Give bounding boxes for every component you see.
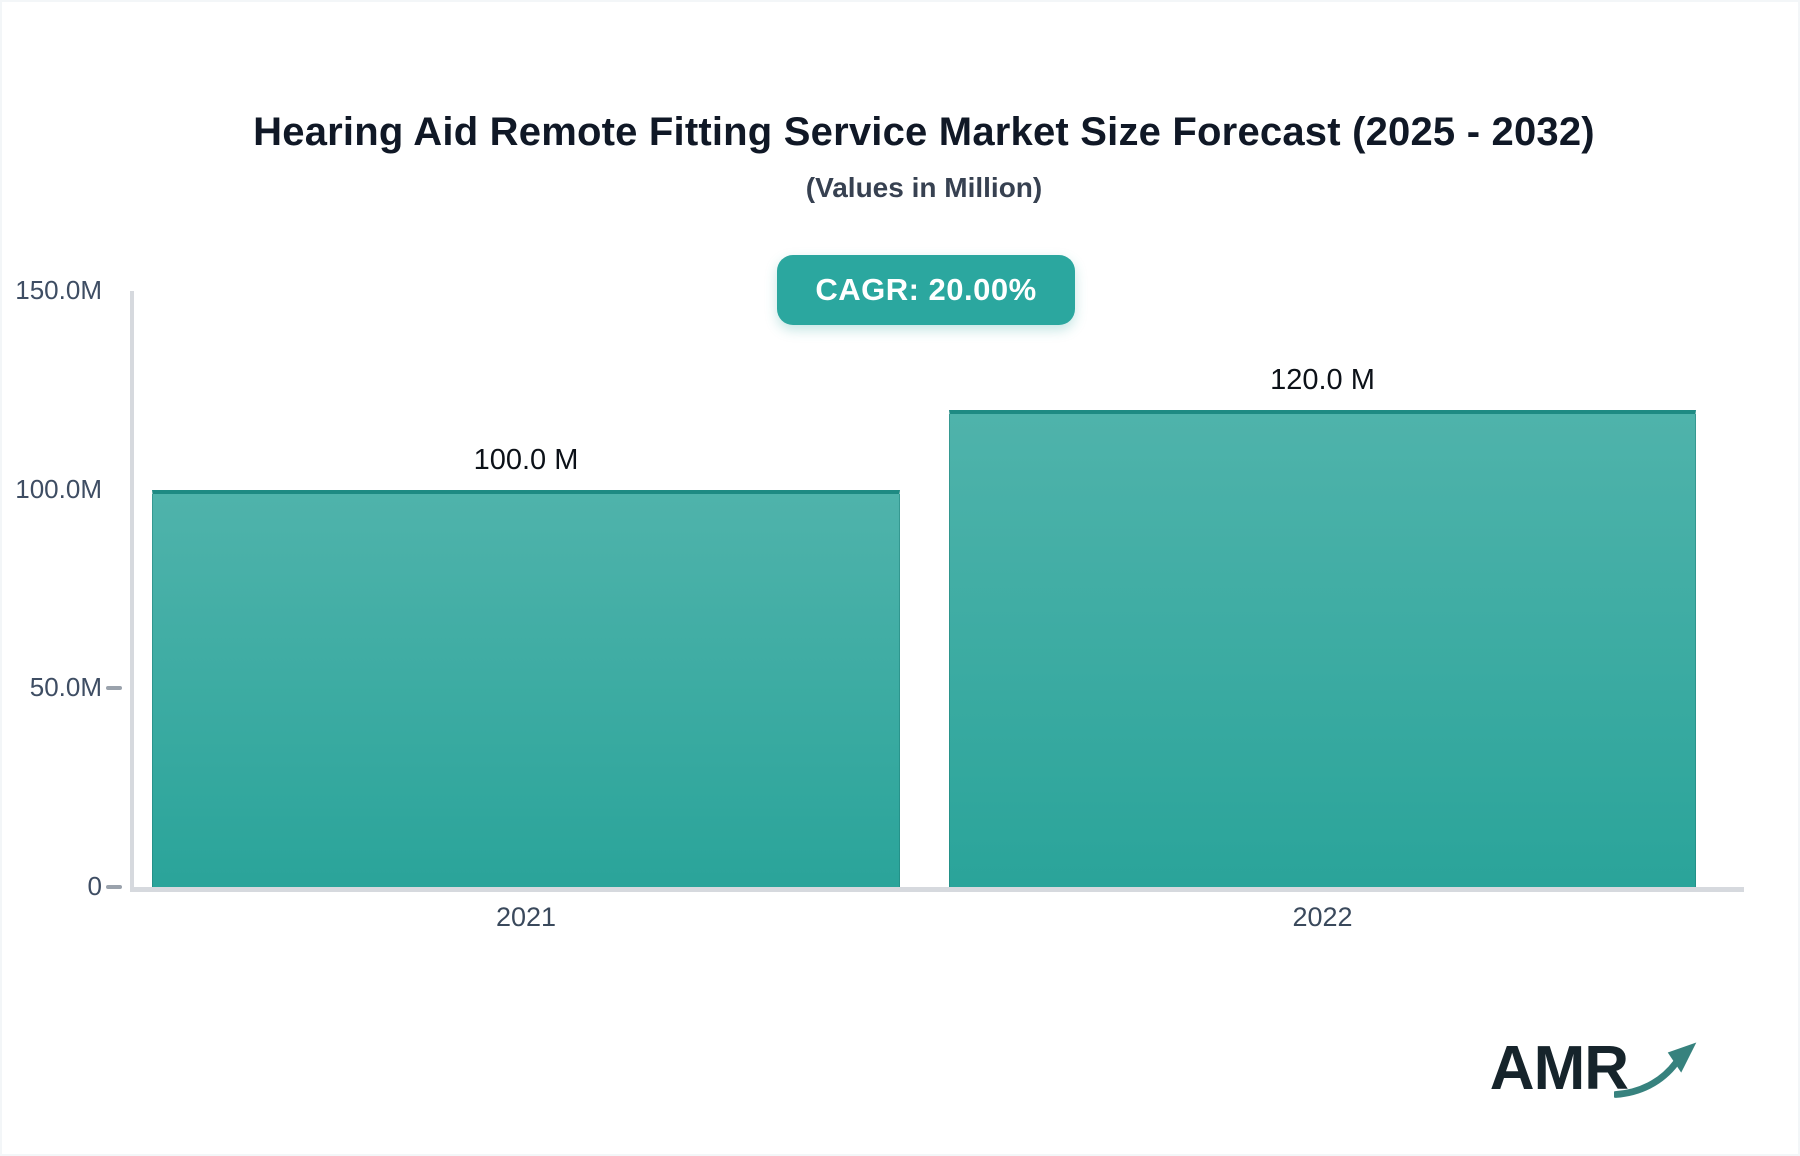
bar-value-label-2022: 120.0 M (1270, 364, 1375, 397)
y-axis-line (130, 291, 134, 888)
y-tick-label-100.0M: 100.0M (15, 473, 102, 504)
x-axis-line (130, 887, 1744, 892)
x-axis-label-2021: 2021 (495, 902, 557, 932)
y-tick-mark (106, 885, 122, 889)
y-tick-label-50.0M: 50.0M (29, 672, 102, 703)
y-tick-mark (106, 686, 122, 691)
y-tick-label-150.0M: 150.0M (15, 275, 102, 305)
page-title: Hearing Aid Remote Fitting Service Marke… (253, 110, 1595, 154)
amr-logo-text: AMR (1489, 1034, 1629, 1103)
chart-subtitle: (Values in Million) (805, 172, 1043, 203)
bar-2021 (152, 489, 900, 887)
y-tick-label-0: 0 (87, 871, 102, 901)
bar-2022 (949, 410, 1696, 887)
trending-up-arrow-icon (1614, 1042, 1697, 1098)
amr-logo: AMR (1490, 1038, 1698, 1102)
cagr-badge: CAGR: 20.00% (777, 255, 1075, 325)
bar-value-label-2021: 100.0 M (473, 443, 579, 476)
x-axis-label-2022: 2022 (1292, 902, 1353, 932)
